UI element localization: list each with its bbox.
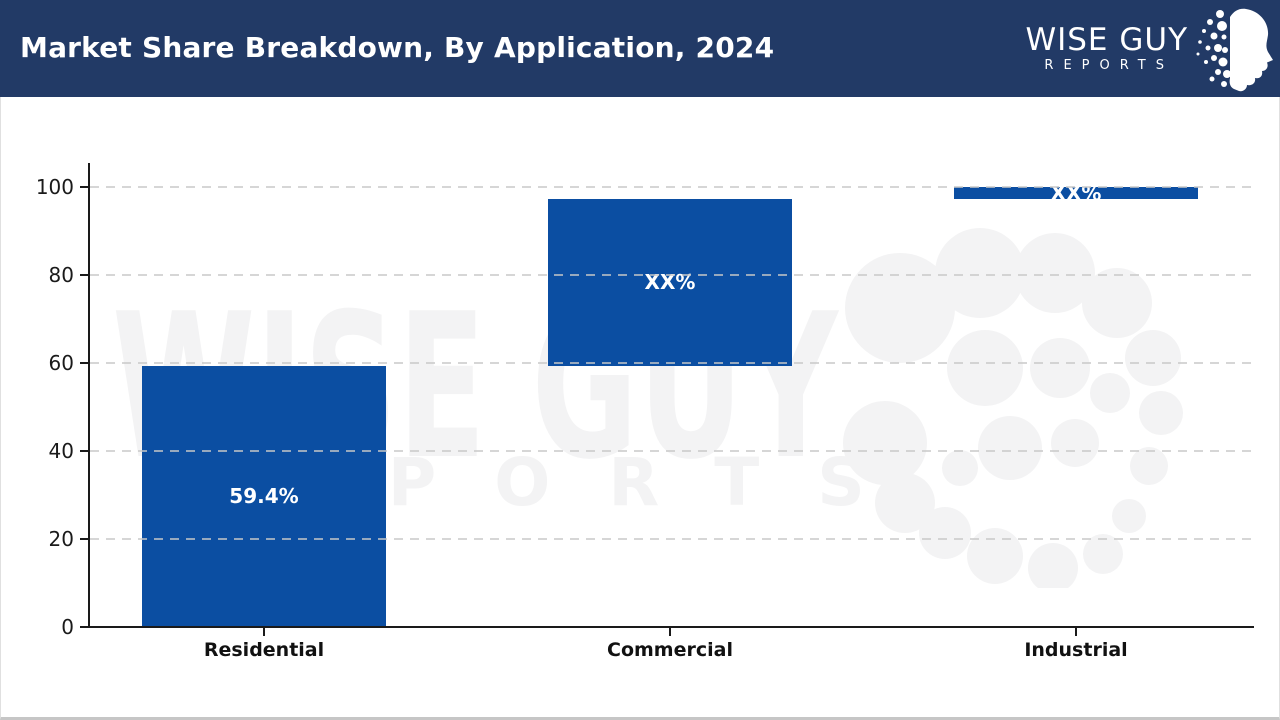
logo-subtext: REPORTS <box>1044 58 1175 73</box>
watermark-head-icon <box>843 228 1183 588</box>
logo: WISE GUY REPORTS <box>1025 4 1276 94</box>
logo-head-icon <box>1196 8 1273 91</box>
header: Market Share Breakdown, By Application, … <box>0 0 1280 97</box>
logo-text: WISE GUY REPORTS <box>1025 22 1188 73</box>
logo-wordmark: WISE GUY <box>1025 22 1188 58</box>
page-title: Market Share Breakdown, By Application, … <box>20 31 775 65</box>
